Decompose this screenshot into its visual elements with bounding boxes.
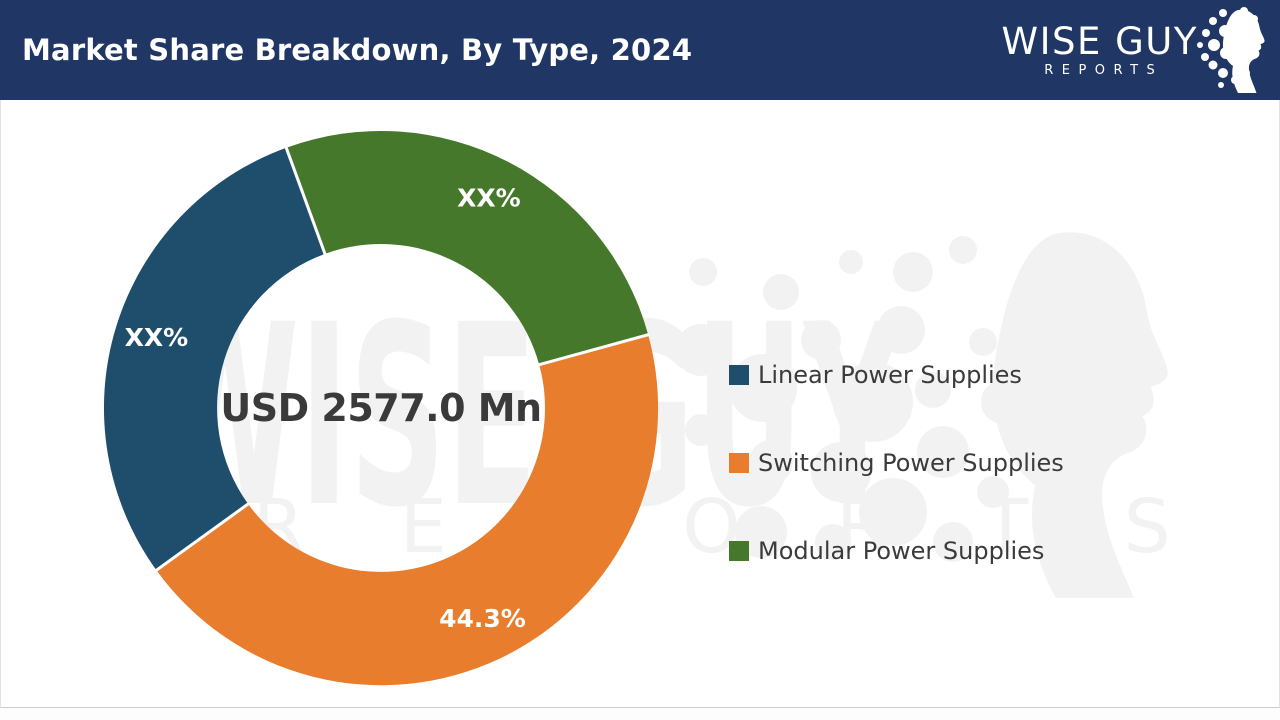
watermark-subtitle: R E P O R T S xyxy=(253,484,1207,570)
donut-segment-switching-power-supplies xyxy=(156,334,659,686)
logo-wordmark: WISE GUY xyxy=(1001,20,1198,63)
footer-strip xyxy=(0,708,1280,720)
segment-separator xyxy=(537,333,650,367)
donut-segment-modular-power-supplies xyxy=(286,130,649,365)
segment-value-label: XX% xyxy=(457,183,521,212)
segment-value-label: XX% xyxy=(125,323,189,352)
legend-item-modular: Modular Power Supplies xyxy=(729,537,1064,565)
legend-item-switching: Switching Power Supplies xyxy=(729,449,1064,477)
segment-separator xyxy=(154,502,250,573)
donut-chart: XX% 44.3% XX% xyxy=(103,130,659,686)
legend-label-linear: Linear Power Supplies xyxy=(758,361,1022,389)
donut-segment-linear-power-supplies xyxy=(103,147,325,571)
segment-value-label: 44.3% xyxy=(439,604,526,633)
page-title: Market Share Breakdown, By Type, 2024 xyxy=(22,33,693,67)
watermark-face-dots xyxy=(675,236,1025,562)
legend-label-modular: Modular Power Supplies xyxy=(758,537,1045,565)
legend-swatch-linear xyxy=(729,365,749,385)
donut-center-label: USD 2577.0 Mn xyxy=(220,386,542,430)
legend-swatch-modular xyxy=(729,541,749,561)
legend: Linear Power Supplies Switching Power Su… xyxy=(729,361,1064,565)
wiseguy-logo: WISE GUY REPORTS xyxy=(1002,7,1266,93)
legend-label-switching: Switching Power Supplies xyxy=(758,449,1064,477)
logo-subtitle: REPORTS xyxy=(1044,63,1164,78)
background-watermark: WISE GUY R E P O R T S xyxy=(151,232,1207,598)
legend-item-linear: Linear Power Supplies xyxy=(729,361,1064,389)
watermark-face-profile xyxy=(992,232,1168,598)
logo-face-icon xyxy=(1197,7,1265,93)
legend-swatch-switching xyxy=(729,453,749,473)
chart-canvas: WISE GUY R E P O R T S xyxy=(0,100,1280,708)
segment-separator xyxy=(284,146,327,256)
header-bar: Market Share Breakdown, By Type, 2024 WI… xyxy=(0,0,1280,100)
